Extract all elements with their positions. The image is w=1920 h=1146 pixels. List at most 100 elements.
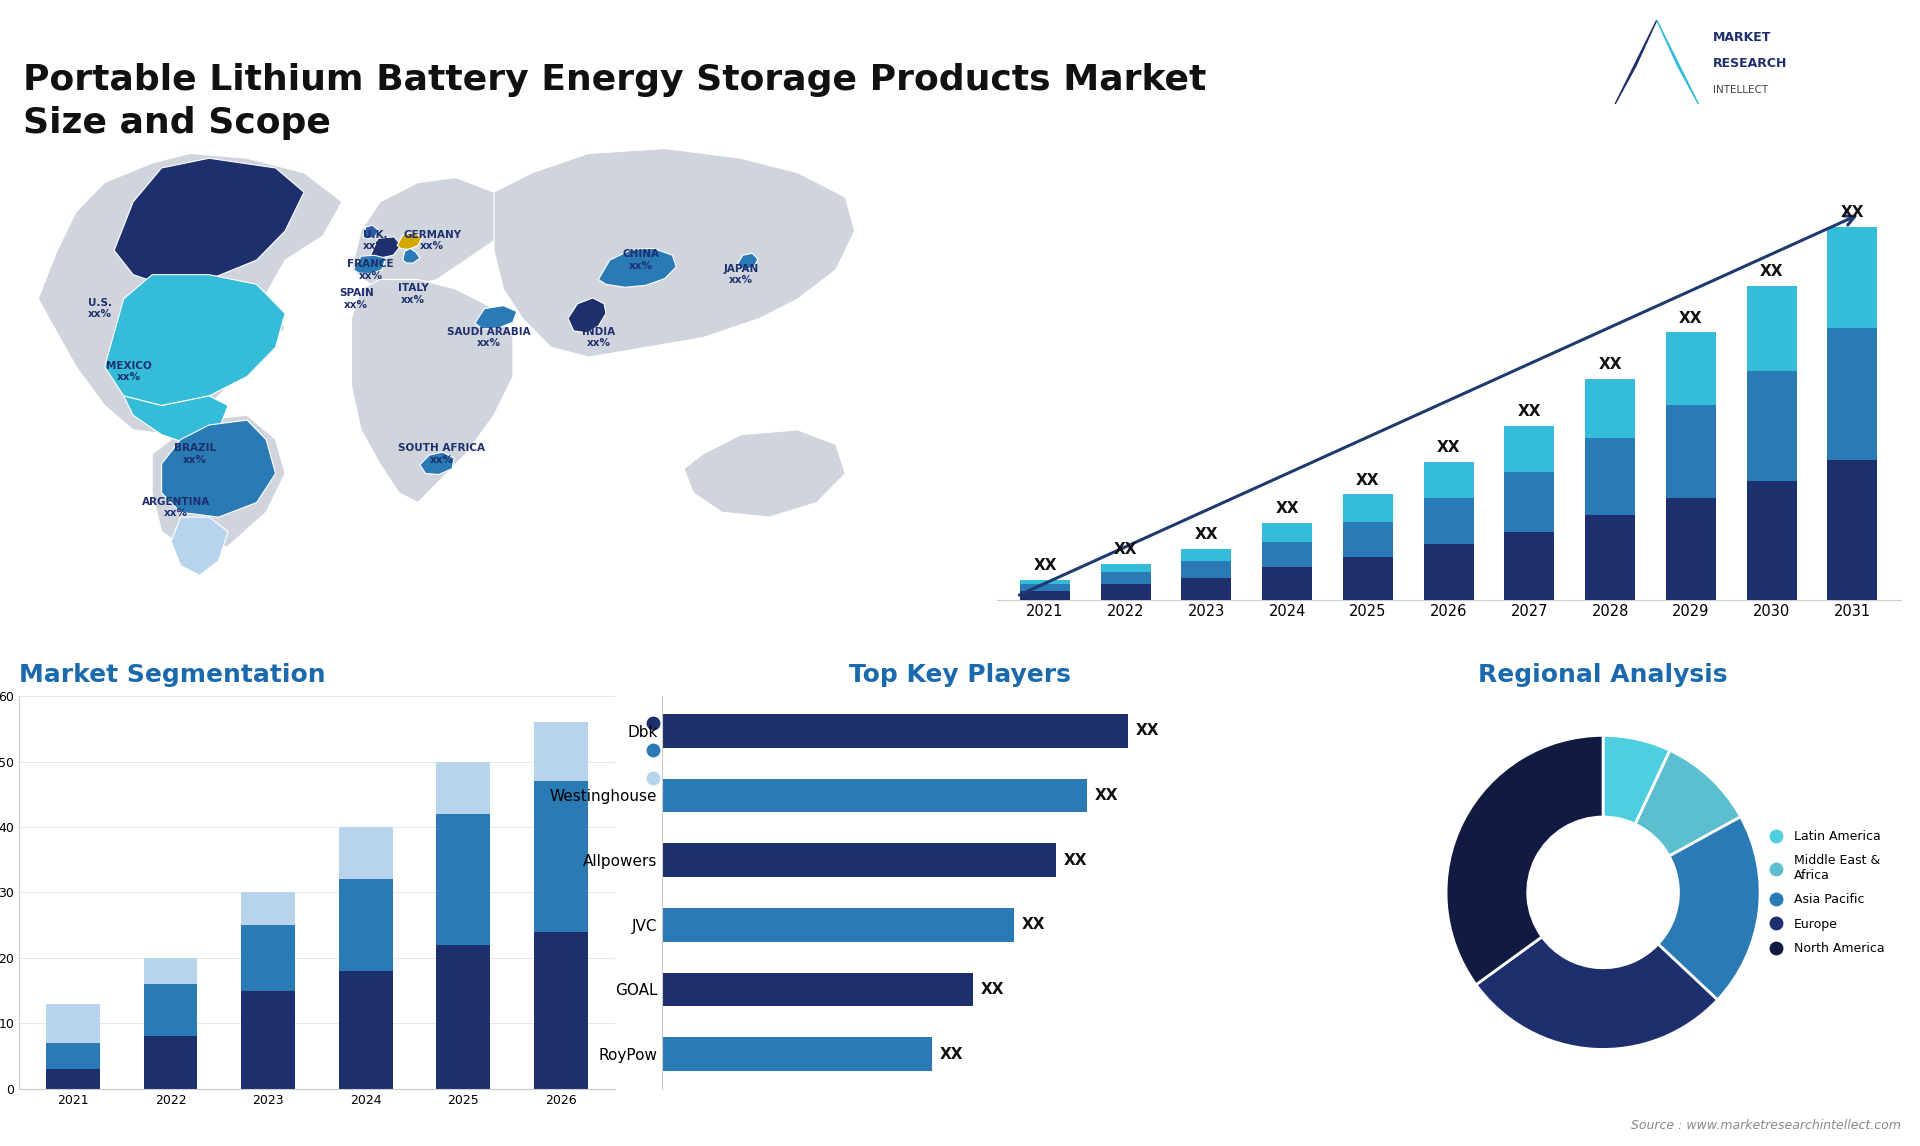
- Bar: [338, 879, 392, 971]
- Polygon shape: [351, 178, 513, 289]
- Text: MARKET: MARKET: [1713, 31, 1772, 44]
- Bar: [1181, 562, 1231, 579]
- Polygon shape: [152, 415, 284, 551]
- Bar: [1505, 532, 1555, 599]
- Wedge shape: [1603, 736, 1670, 824]
- Text: FRANCE
xx%: FRANCE xx%: [348, 259, 394, 281]
- Bar: [1505, 472, 1555, 532]
- Bar: [144, 958, 198, 984]
- Bar: [662, 843, 1056, 877]
- Text: U.K.
xx%: U.K. xx%: [363, 230, 388, 251]
- Bar: [242, 990, 296, 1089]
- Bar: [242, 893, 296, 925]
- Text: RESEARCH: RESEARCH: [1713, 57, 1788, 70]
- Polygon shape: [171, 517, 228, 575]
- Wedge shape: [1636, 751, 1741, 856]
- Bar: [1342, 521, 1392, 557]
- Bar: [144, 1036, 198, 1089]
- Text: XX: XX: [1064, 853, 1087, 868]
- Polygon shape: [684, 430, 845, 517]
- Text: XX: XX: [1137, 723, 1160, 738]
- Polygon shape: [123, 395, 228, 445]
- Polygon shape: [420, 453, 453, 474]
- Bar: [1423, 497, 1475, 544]
- Bar: [242, 925, 296, 990]
- Bar: [1181, 549, 1231, 562]
- Polygon shape: [737, 253, 758, 269]
- Text: SOUTH AFRICA
xx%: SOUTH AFRICA xx%: [397, 444, 486, 465]
- Polygon shape: [1657, 21, 1699, 104]
- Polygon shape: [371, 237, 401, 258]
- Legend: Latin America, Middle East &
Africa, Asia Pacific, Europe, North America: Latin America, Middle East & Africa, Asi…: [1759, 825, 1889, 960]
- Bar: [1667, 405, 1716, 497]
- Polygon shape: [599, 249, 676, 288]
- Text: Portable Lithium Battery Energy Storage Products Market
Size and Scope: Portable Lithium Battery Energy Storage …: [23, 63, 1206, 141]
- Text: CHINA
xx%: CHINA xx%: [622, 250, 660, 270]
- Polygon shape: [493, 149, 854, 358]
- Polygon shape: [397, 233, 422, 250]
- Polygon shape: [113, 158, 303, 284]
- Bar: [662, 908, 1014, 942]
- Bar: [1667, 497, 1716, 599]
- Text: SPAIN
xx%: SPAIN xx%: [340, 288, 374, 309]
- Polygon shape: [1615, 21, 1657, 104]
- Text: XX: XX: [1021, 917, 1046, 932]
- Text: XX: XX: [981, 982, 1004, 997]
- Bar: [1261, 567, 1311, 599]
- Text: XX: XX: [1114, 542, 1137, 557]
- Bar: [1100, 584, 1150, 599]
- Bar: [1423, 544, 1475, 599]
- Bar: [1828, 460, 1878, 599]
- Text: GERMANY
xx%: GERMANY xx%: [403, 230, 461, 251]
- Text: XX: XX: [1841, 205, 1864, 220]
- Text: ITALY
xx%: ITALY xx%: [397, 283, 428, 305]
- Text: XX: XX: [939, 1046, 962, 1061]
- Bar: [534, 782, 588, 932]
- Bar: [1586, 379, 1636, 439]
- Text: XX: XX: [1275, 502, 1300, 517]
- Text: U.S.
xx%: U.S. xx%: [88, 298, 111, 320]
- Text: ARGENTINA
xx%: ARGENTINA xx%: [142, 496, 209, 518]
- Bar: [1342, 494, 1392, 521]
- Bar: [46, 1069, 100, 1089]
- Bar: [436, 944, 490, 1089]
- Text: XX: XX: [1680, 311, 1703, 325]
- Polygon shape: [161, 421, 276, 517]
- Bar: [1261, 524, 1311, 542]
- Polygon shape: [363, 225, 378, 238]
- Bar: [1828, 328, 1878, 460]
- Bar: [1747, 370, 1797, 481]
- Legend: Type, Application, Geography: Type, Application, Geography: [634, 711, 756, 792]
- Bar: [436, 762, 490, 814]
- Title: Top Key Players: Top Key Players: [849, 664, 1071, 688]
- Bar: [1020, 591, 1069, 599]
- Text: JAPAN
xx%: JAPAN xx%: [724, 264, 758, 285]
- Bar: [662, 1037, 931, 1070]
- Bar: [1667, 332, 1716, 405]
- Bar: [1747, 481, 1797, 599]
- Polygon shape: [353, 256, 386, 274]
- Text: BRAZIL
xx%: BRAZIL xx%: [175, 444, 215, 465]
- Bar: [436, 814, 490, 944]
- Text: Market Segmentation: Market Segmentation: [19, 664, 326, 688]
- Bar: [338, 827, 392, 879]
- Bar: [662, 714, 1129, 747]
- Text: XX: XX: [1436, 440, 1461, 455]
- Bar: [1100, 564, 1150, 573]
- Text: CANADA
xx%: CANADA xx%: [123, 235, 173, 257]
- Bar: [1261, 542, 1311, 567]
- Text: Source : www.marketresearchintellect.com: Source : www.marketresearchintellect.com: [1630, 1120, 1901, 1132]
- Bar: [662, 778, 1087, 813]
- Bar: [1020, 580, 1069, 584]
- Bar: [1586, 515, 1636, 599]
- Text: XX: XX: [1194, 527, 1217, 542]
- Bar: [1181, 579, 1231, 599]
- Text: XX: XX: [1033, 558, 1056, 573]
- Bar: [1505, 426, 1555, 472]
- Wedge shape: [1659, 817, 1761, 1000]
- Polygon shape: [474, 306, 516, 329]
- Text: XX: XX: [1094, 788, 1117, 803]
- Bar: [338, 971, 392, 1089]
- Bar: [1423, 462, 1475, 497]
- Bar: [1100, 573, 1150, 584]
